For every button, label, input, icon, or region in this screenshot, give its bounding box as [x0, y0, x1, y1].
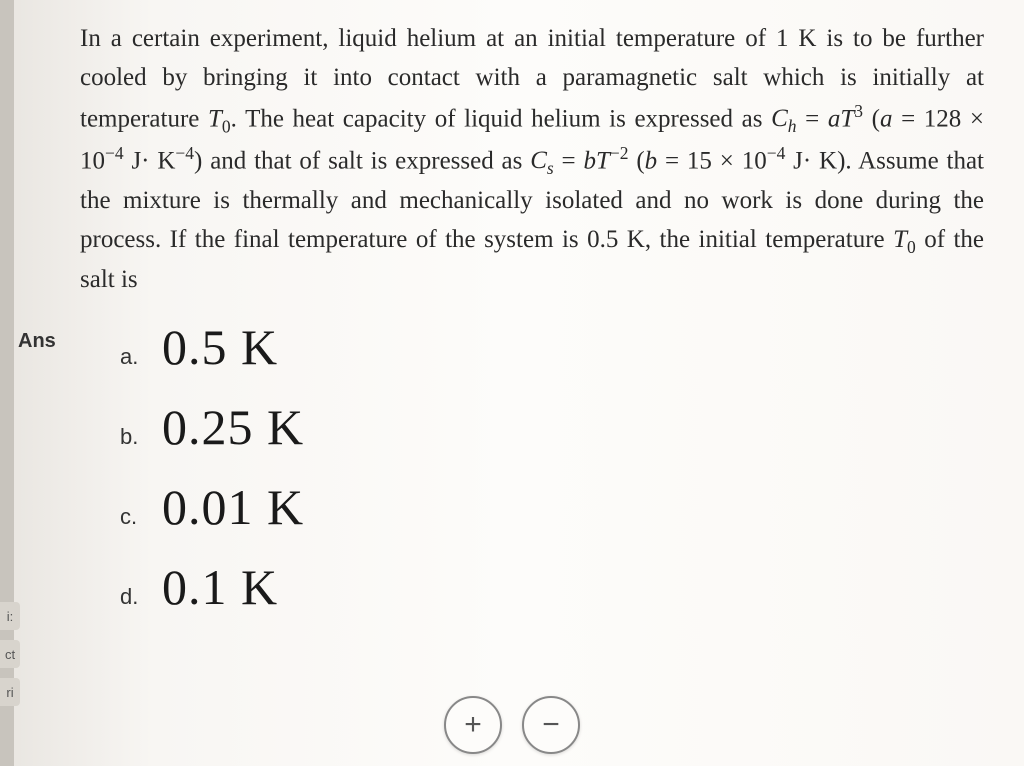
side-tab: i:: [0, 602, 20, 630]
plus-icon: +: [464, 708, 482, 742]
option-letter: d.: [120, 584, 144, 610]
page-content: In a certain experiment, liquid helium a…: [0, 0, 1024, 766]
option-text: 0.5 K: [162, 318, 278, 376]
side-tab: ri: [0, 678, 20, 706]
option-c[interactable]: c. 0.01 K: [120, 478, 304, 536]
zoom-in-button[interactable]: +: [444, 696, 502, 754]
side-tab: ct: [0, 640, 20, 668]
minus-icon: −: [542, 708, 560, 742]
option-d[interactable]: d. 0.1 K: [120, 558, 304, 616]
option-letter: a.: [120, 344, 144, 370]
answer-label: Ans: [18, 330, 56, 353]
option-text: 0.1 K: [162, 558, 278, 616]
side-tabs: i: ct ri: [0, 602, 20, 706]
option-text: 0.25 K: [162, 398, 304, 456]
zoom-controls: + −: [444, 696, 580, 754]
question-text: In a certain experiment, liquid helium a…: [80, 20, 984, 300]
option-b[interactable]: b. 0.25 K: [120, 398, 304, 456]
options-list: a. 0.5 K b. 0.25 K c. 0.01 K d. 0.1 K: [120, 318, 304, 638]
option-letter: c.: [120, 504, 144, 530]
zoom-out-button[interactable]: −: [522, 696, 580, 754]
option-a[interactable]: a. 0.5 K: [120, 318, 304, 376]
option-letter: b.: [120, 424, 144, 450]
option-text: 0.01 K: [162, 478, 304, 536]
